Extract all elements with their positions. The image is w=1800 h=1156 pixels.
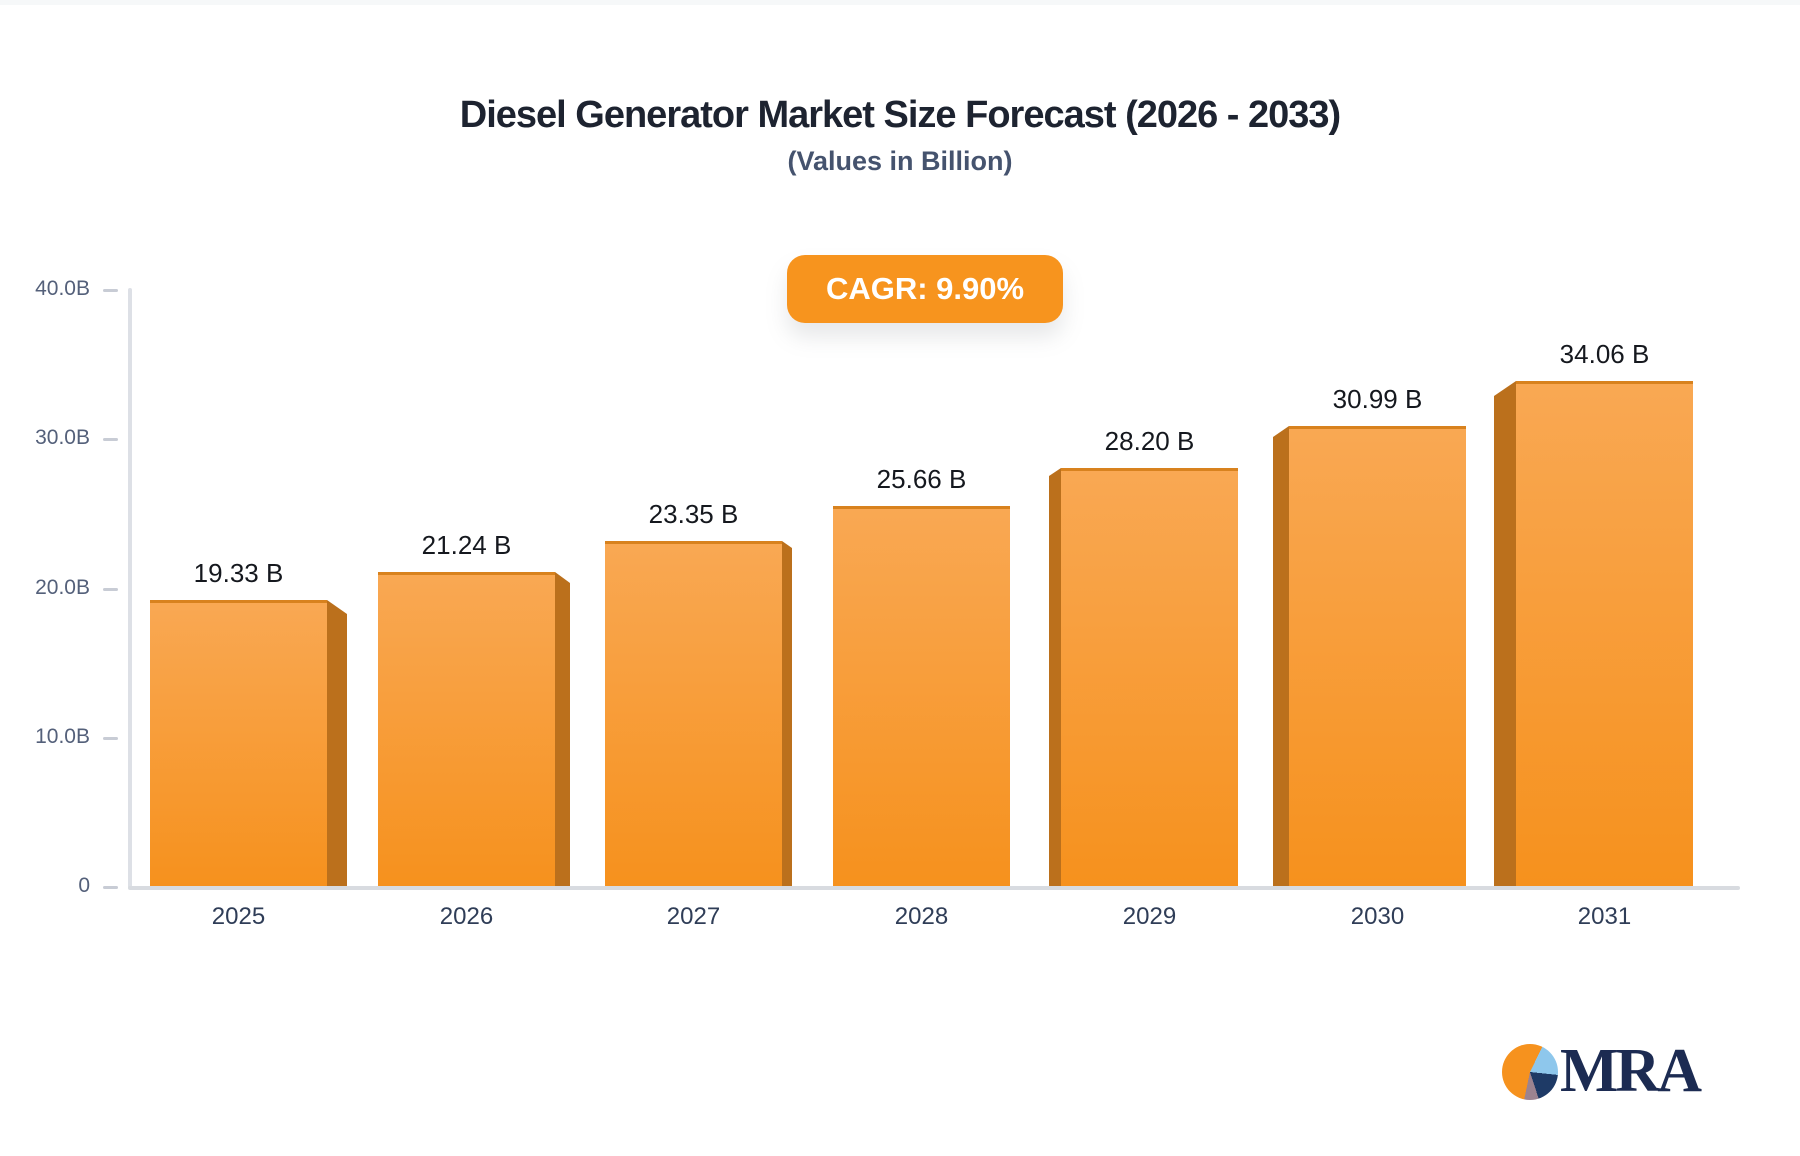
- bar-value-label: 30.99 B: [1332, 384, 1423, 414]
- y-axis-tick-mark: [103, 289, 118, 292]
- x-axis-label: 2026: [439, 903, 494, 930]
- y-axis-tick-label: 30.0B: [35, 426, 90, 449]
- bar-side-face-2030: [1273, 426, 1289, 887]
- bar-side-face-2025: [327, 600, 347, 887]
- y-axis-tick-label: 10.0B: [35, 725, 90, 748]
- y-axis-tick-label: 20.0B: [35, 576, 90, 599]
- y-axis-tick-mark: [103, 588, 118, 591]
- y-axis-tick-mark: [103, 737, 118, 740]
- bar-2029: [1061, 468, 1238, 887]
- logo-text: MRA: [1560, 1037, 1702, 1105]
- cagr-badge: CAGR: 9.90%: [787, 255, 1063, 323]
- y-axis-tick-mark: [103, 886, 118, 889]
- bar-value-label: 34.06 B: [1559, 339, 1650, 369]
- bar-value-label: 21.24 B: [421, 530, 512, 560]
- x-axis-label: 2029: [1122, 903, 1177, 930]
- bar-side-face-2029: [1049, 468, 1061, 887]
- mra-logo: MRA: [1502, 1036, 1742, 1106]
- chart-title: Diesel Generator Market Size Forecast (2…: [459, 94, 1341, 136]
- y-axis-tick-label: 0: [78, 874, 90, 897]
- bar-side-face-2026: [555, 572, 570, 887]
- y-axis-tick-mark: [103, 438, 118, 441]
- x-axis-line: [128, 886, 1740, 890]
- bar-2025: [150, 600, 327, 887]
- x-axis-label: 2028: [894, 903, 949, 930]
- bar-2026: [378, 572, 555, 887]
- chart-subtitle: (Values in Billion): [787, 146, 1013, 176]
- bar-2027: [605, 541, 782, 887]
- y-axis-line: [128, 288, 132, 889]
- x-axis-label: 2027: [666, 903, 721, 930]
- bar-side-face-2027: [782, 541, 792, 887]
- page-top-edge: [0, 0, 1800, 5]
- bar-value-label: 23.35 B: [648, 499, 739, 529]
- bar-value-label: 28.20 B: [1104, 426, 1195, 456]
- x-axis-label: 2030: [1350, 903, 1405, 930]
- x-axis-label: 2025: [211, 903, 266, 930]
- bar-2028: [833, 506, 1010, 887]
- x-axis-label: 2031: [1577, 903, 1632, 930]
- bar-value-label: 19.33 B: [193, 558, 284, 588]
- y-axis-tick-label: 40.0B: [35, 277, 90, 300]
- bar-2030: [1289, 426, 1466, 887]
- bar-2031: [1516, 381, 1693, 887]
- bar-side-face-2031: [1494, 381, 1516, 887]
- bar-value-label: 25.66 B: [876, 464, 967, 494]
- pie-chart-logo-icon: [1502, 1044, 1558, 1100]
